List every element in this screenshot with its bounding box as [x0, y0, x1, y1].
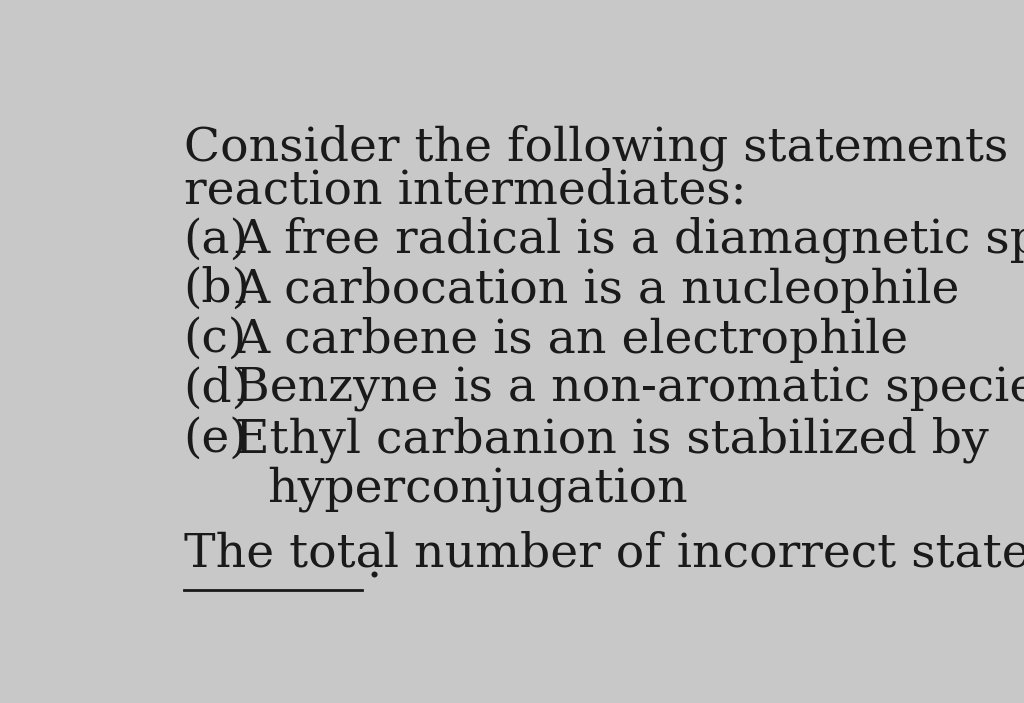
Text: reaction intermediates:: reaction intermediates:	[183, 168, 746, 214]
Text: Ethyl carbanion is stabilized by: Ethyl carbanion is stabilized by	[236, 416, 989, 463]
Text: (b): (b)	[183, 266, 251, 312]
Text: Consider the following statements regarding: Consider the following statements regard…	[183, 125, 1024, 172]
Text: The total number of incorrect statements is: The total number of incorrect statements…	[183, 531, 1024, 576]
Text: (d): (d)	[183, 366, 251, 412]
Text: Benzyne is a non-aromatic species: Benzyne is a non-aromatic species	[236, 366, 1024, 412]
Text: (a): (a)	[183, 217, 249, 262]
Text: A carbocation is a nucleophile: A carbocation is a nucleophile	[236, 266, 959, 313]
Text: (c): (c)	[183, 316, 247, 362]
Text: hyperconjugation: hyperconjugation	[267, 466, 688, 512]
Text: .: .	[367, 543, 381, 588]
Text: A free radical is a diamagnetic species: A free radical is a diamagnetic species	[236, 217, 1024, 264]
Text: A carbene is an electrophile: A carbene is an electrophile	[236, 316, 908, 363]
Text: (e): (e)	[183, 416, 248, 461]
